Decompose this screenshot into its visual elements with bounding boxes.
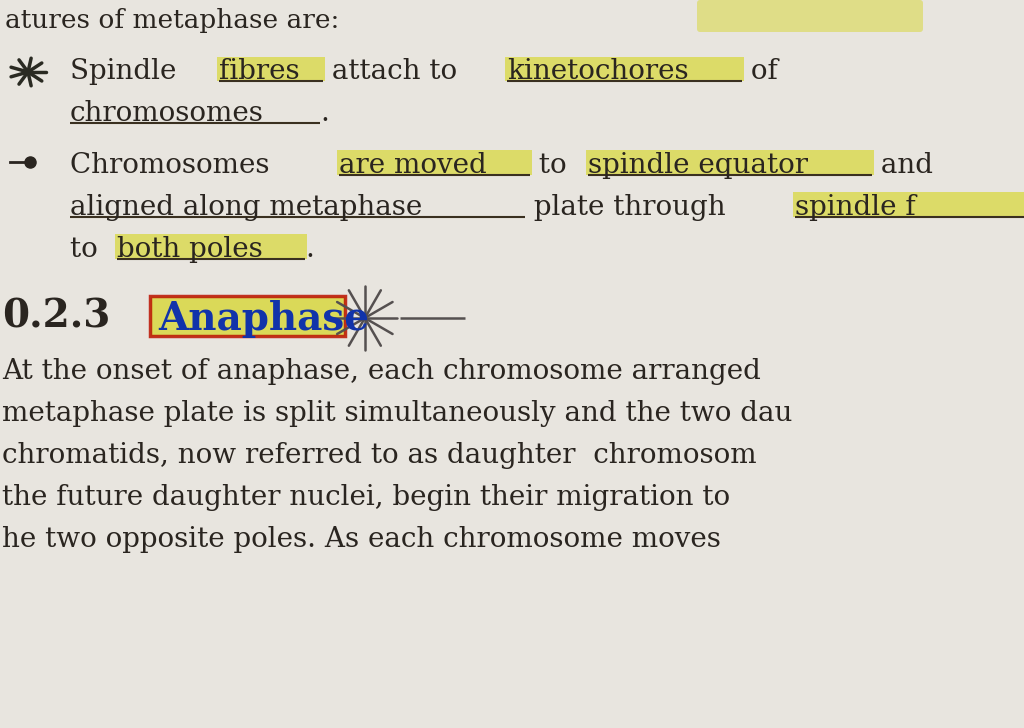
Text: At the onset of anaphase, each chromosome arranged: At the onset of anaphase, each chromosom… [2, 358, 761, 385]
Text: Anaphase: Anaphase [158, 300, 369, 338]
Text: chromosomes: chromosomes [70, 100, 264, 127]
Text: kinetochores: kinetochores [507, 58, 689, 85]
FancyBboxPatch shape [697, 0, 923, 32]
Text: aligned along metaphase: aligned along metaphase [70, 194, 422, 221]
Text: .: . [305, 236, 314, 263]
Text: Spindle: Spindle [70, 58, 185, 85]
Text: the future daughter nuclei, begin their migration to: the future daughter nuclei, begin their … [2, 484, 730, 511]
Text: of: of [741, 58, 777, 85]
Text: metaphase plate is split simultaneously and the two dau: metaphase plate is split simultaneously … [2, 400, 793, 427]
Text: 0.2.3: 0.2.3 [2, 298, 111, 336]
Bar [337, 150, 531, 175]
Bar [217, 57, 325, 81]
Bar [793, 192, 1024, 217]
Text: fibres: fibres [219, 58, 299, 85]
Text: to: to [529, 152, 575, 179]
Text: are moved: are moved [339, 152, 486, 179]
Text: .: . [321, 100, 329, 127]
Text: to: to [70, 236, 106, 263]
Text: atures of metaphase are:: atures of metaphase are: [5, 8, 339, 33]
Text: Chromosomes: Chromosomes [70, 152, 279, 179]
Text: attach to: attach to [323, 58, 466, 85]
Text: spindle equator: spindle equator [588, 152, 808, 179]
Text: spindle f: spindle f [795, 194, 915, 221]
Text: and: and [872, 152, 933, 179]
Bar [505, 57, 743, 81]
Text: chromatids, now referred to as daughter  chromosom: chromatids, now referred to as daughter … [2, 442, 757, 469]
Text: both poles: both poles [118, 236, 263, 263]
Text: plate through: plate through [524, 194, 734, 221]
Bar [150, 296, 345, 336]
Bar [586, 150, 874, 175]
Text: he two opposite poles. As each chromosome moves: he two opposite poles. As each chromosom… [2, 526, 721, 553]
Bar [116, 234, 307, 259]
